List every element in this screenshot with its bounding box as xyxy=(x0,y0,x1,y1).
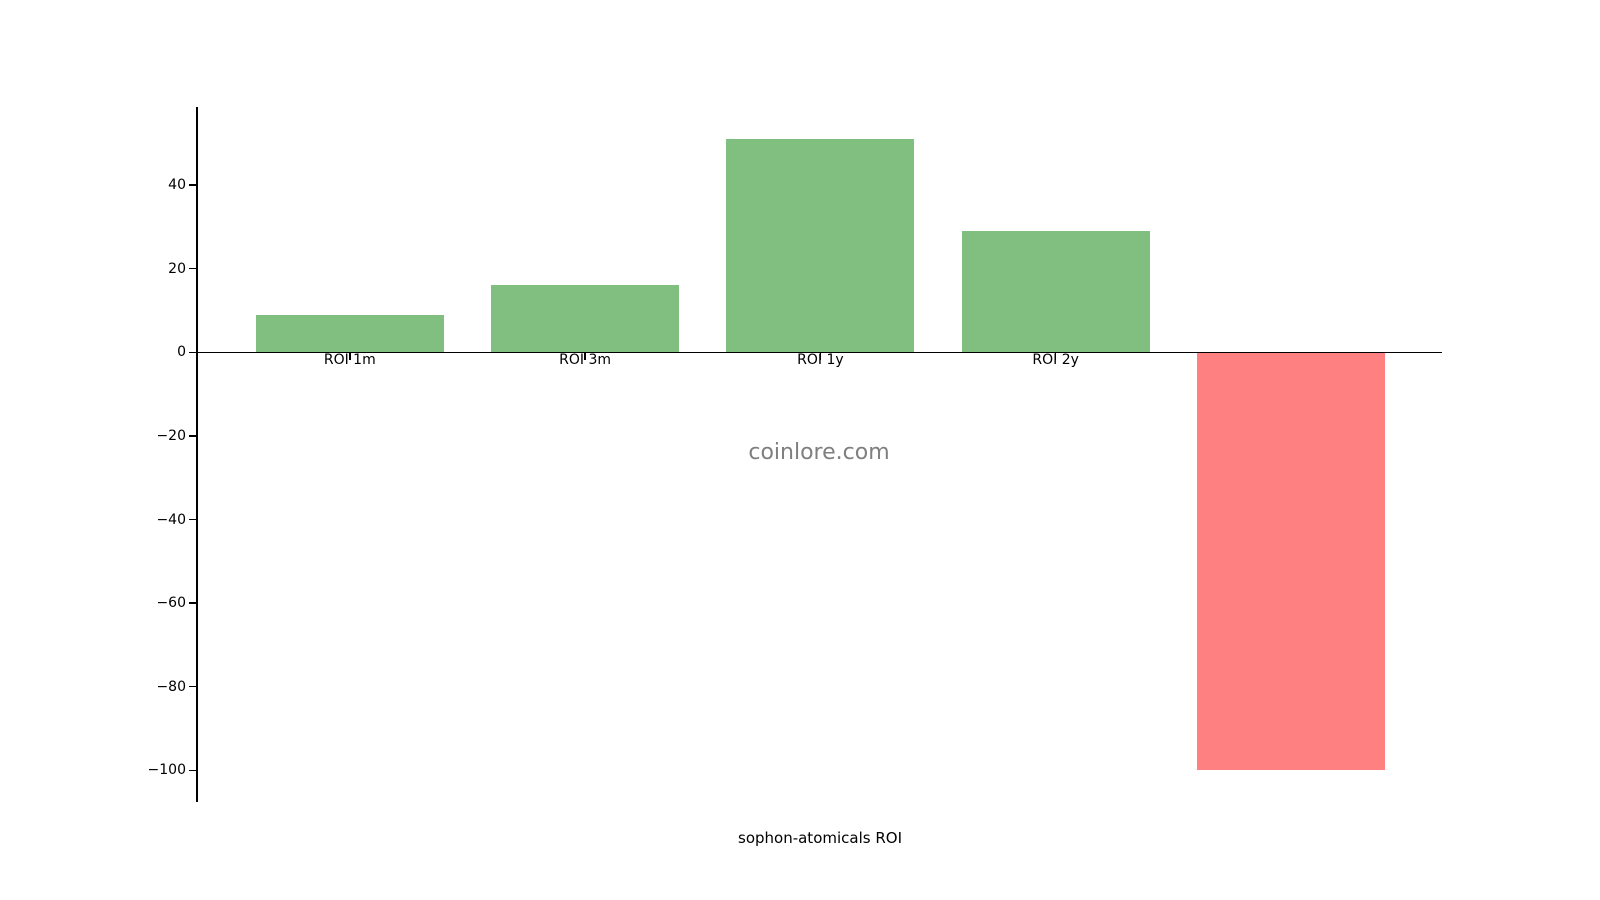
bar-roi-2y xyxy=(961,231,1150,353)
x-tick-label: ROI 2y xyxy=(1032,352,1079,369)
y-tick-label: −60 xyxy=(156,595,186,612)
y-axis-line xyxy=(196,107,198,802)
x-tick-label: ROI 3m xyxy=(559,352,612,369)
y-tick xyxy=(189,602,196,604)
bar-roi-3m xyxy=(491,285,680,353)
x-axis-line xyxy=(196,351,1442,354)
y-tick xyxy=(189,518,196,521)
y-tick-label: 20 xyxy=(168,260,186,277)
bar-bar-5 xyxy=(1197,352,1385,771)
x-tick-label: ROI 1m xyxy=(323,352,376,369)
y-tick xyxy=(189,685,196,688)
watermark: coinlore.com xyxy=(748,440,890,465)
x-tick xyxy=(349,351,351,360)
y-tick xyxy=(189,435,196,437)
y-tick-label: 40 xyxy=(168,177,186,194)
y-tick-label: −80 xyxy=(156,678,186,695)
bar-roi-1m xyxy=(255,314,444,353)
x-tick xyxy=(584,351,586,360)
bar-roi-1y xyxy=(726,139,915,353)
y-tick-label: 0 xyxy=(177,344,186,361)
y-tick xyxy=(189,184,196,186)
y-tick-label: −40 xyxy=(156,511,186,528)
chart-title: sophon-atomicals ROI xyxy=(738,829,902,847)
x-tick-label: ROI 1y xyxy=(797,352,844,369)
y-tick xyxy=(189,351,196,354)
y-tick-label: −20 xyxy=(156,427,186,444)
y-tick xyxy=(189,769,196,772)
x-tick xyxy=(819,351,822,360)
x-tick xyxy=(1054,351,1057,360)
y-tick xyxy=(189,267,196,270)
y-tick-label: −100 xyxy=(147,762,186,779)
